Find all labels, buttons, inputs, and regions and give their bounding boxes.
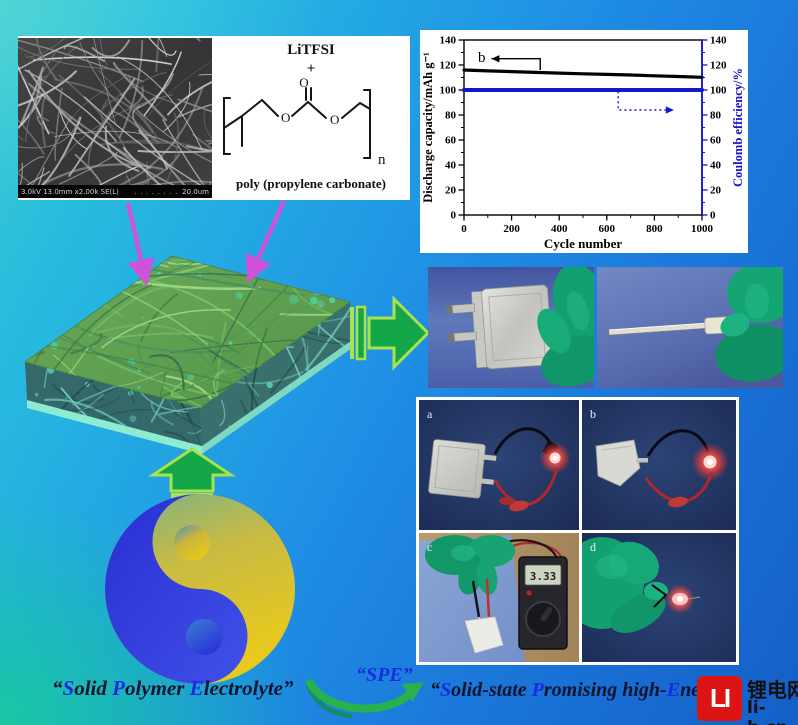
svg-text:100: 100 [710,85,727,97]
svg-text:140: 140 [710,35,727,47]
multimeter-panel-c: 3.33 c [419,533,579,662]
red-clip [668,496,688,508]
pouch-cell-photo-front [428,267,594,388]
caption-spe: “SPE” [356,664,413,686]
cycle-performance-chart-panel: 0 0 20 20 40 40 60 60 80 80 100 100 120 120 140 140 0 200… [420,30,748,253]
oxygen-atom: O [281,110,290,125]
salt-name: LiTFSI [287,42,335,58]
glove-hand [715,267,783,382]
green-right-arrow-icon [350,295,431,371]
yin-dot [186,619,222,655]
svg-text:80: 80 [445,110,457,122]
sem-fiber-texture [18,38,212,185]
glove-hand [537,267,594,387]
pouch-tab-bottom [451,331,478,342]
caption-solid-state-promising: “Solid-state Promising high-Energy” [430,679,737,701]
svg-text:0: 0 [710,210,716,222]
glove-hand [582,537,668,633]
curved-arrow-icon [305,679,424,719]
panel-label-c: c [427,540,432,554]
caption-solid-polymer-electrolyte: “Solid Polymer Electrolyte” [52,676,294,700]
svg-text:0: 0 [451,210,457,222]
polymer-name: poly (propylene carbonate) [236,176,386,191]
svg-text:60: 60 [445,135,457,147]
membrane-underlayer-left [27,400,202,454]
membrane-side-right [200,302,352,446]
oxygen-atom-2: O [330,112,339,127]
svg-text:80: 80 [710,110,722,122]
membrane-side-left [25,362,202,446]
svg-text:0: 0 [461,223,467,235]
sem-image: 3.0kV 13.0mm x2.00k SE(L) . . . . . . . … [18,38,212,198]
glove-hands [425,535,515,595]
yin-yang-symbol [105,494,295,684]
svg-text:120: 120 [440,60,457,72]
red-wire [493,467,559,506]
black-wire [646,429,710,457]
svg-text:40: 40 [710,160,722,172]
led-closeup-panel-d: d [582,533,736,662]
svg-text:20: 20 [445,185,457,197]
panel-label-d: d [590,540,596,554]
membrane-underlayer-right [202,340,352,454]
carbonyl-oxygen-atom: O [299,78,308,90]
svg-text:40: 40 [445,160,457,172]
plus-sign: + [306,61,316,77]
repeat-unit-n: n [378,152,386,168]
logo-site-name: 锂电网 [747,678,798,702]
svg-text:b: b [478,50,486,66]
materials-panel: 3.0kV 13.0mm x2.00k SE(L) . . . . . . . … [18,36,410,200]
sem-settings-text: 3.0kV 13.0mm x2.00k SE(L) [21,187,119,196]
pouch-cell-photo-side [597,267,783,388]
membrane-3d-render [23,255,352,454]
led-demo-grid: a b [416,397,739,665]
logo-site-url: li-b.cn [747,698,788,725]
panel-label-b: b [590,407,596,421]
panel-label-a: a [427,407,433,421]
svg-text:800: 800 [646,223,663,235]
red-clip [509,500,529,512]
svg-text:200: 200 [503,223,520,235]
multimeter-reading: 3.33 [530,570,557,583]
svg-text:1000: 1000 [691,223,714,235]
sem-scalebar: . . . . . . . . 20.0um [135,188,209,196]
pouch-cell [446,284,553,370]
svg-text:400: 400 [551,223,568,235]
svg-text:100: 100 [440,85,457,97]
sem-scale-text: 20.0um [182,187,209,196]
svg-text:Cycle number: Cycle number [544,236,623,251]
svg-text:Discharge capacity/mAh g⁻¹: Discharge capacity/mAh g⁻¹ [421,52,435,203]
led-demo-panel-a: a [419,400,579,530]
sem-ruler-ticks: . . . . . . . . [134,188,179,196]
watermark-logo: LI 锂电网 li-b.cn [697,674,798,725]
svg-text:600: 600 [599,223,616,235]
led-demo-panel-b: b [582,400,736,530]
logo-mark: LI [697,676,742,721]
yang-dot [174,525,210,561]
svg-text:20: 20 [710,185,722,197]
svg-text:60: 60 [710,135,722,147]
svg-text:140: 140 [440,35,457,47]
folded-pouch-cell [595,439,648,487]
pouch-cell [428,439,497,499]
chemical-structure: LiTFSI + [212,36,410,200]
cut-pouch-piece [464,616,504,654]
svg-text:Coulomb efficiency/%: Coulomb efficiency/% [731,68,745,187]
sem-caption-bar: 3.0kV 13.0mm x2.00k SE(L) . . . . . . . … [18,185,212,198]
pouch-tab-top [450,303,476,314]
polymer-structure-drawing: O O O n [223,78,386,168]
svg-text:120: 120 [710,60,727,72]
multimeter-display [524,564,562,586]
